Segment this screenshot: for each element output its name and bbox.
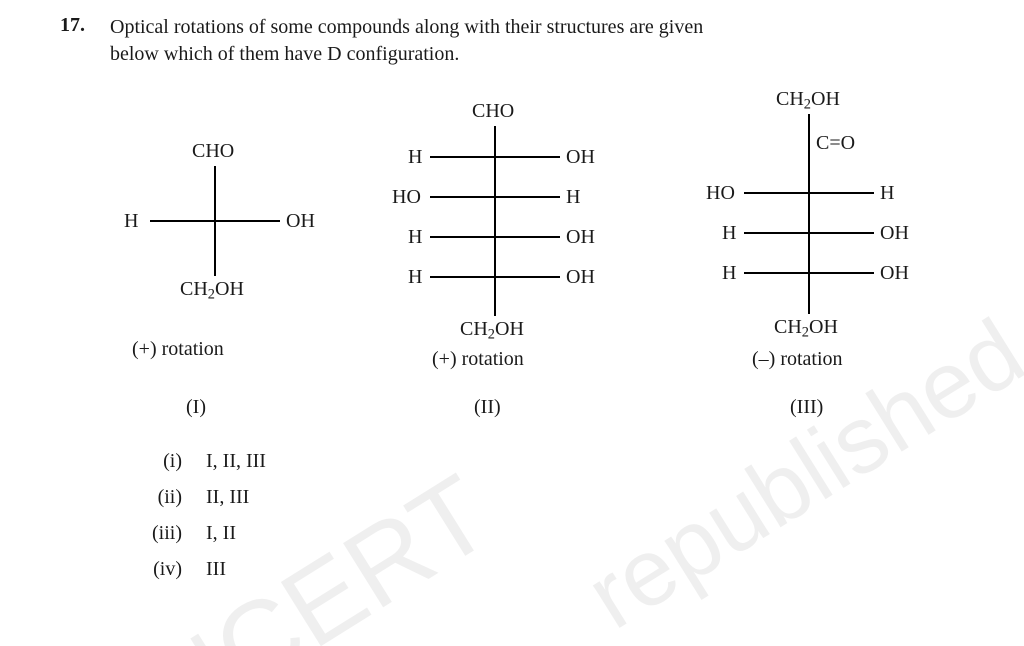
label-ho: HO xyxy=(392,186,421,209)
watermark-ncert: NCERT xyxy=(125,450,512,646)
label-ch2oh: CH2OH xyxy=(460,318,524,344)
roman-3: (III) xyxy=(790,396,823,419)
fischer-hline xyxy=(430,276,560,278)
label-h: H xyxy=(722,222,736,245)
option-num: (iii) xyxy=(126,522,182,545)
label-ch2oh: CH2OH xyxy=(180,278,244,304)
label-oh: OH xyxy=(566,226,595,249)
structure-2: CHO H OH HO H H OH H OH CH2OH xyxy=(380,100,610,360)
option-text: I, II xyxy=(206,522,236,544)
roman-1: (I) xyxy=(186,396,206,419)
fischer-hline xyxy=(150,220,280,222)
option-iv: (iv) III xyxy=(128,558,226,581)
option-iii: (iii) I, II xyxy=(126,522,236,545)
caption-2: (+) rotation xyxy=(432,348,524,371)
fischer-hline xyxy=(744,192,874,194)
fischer-hline xyxy=(430,156,560,158)
structure-1: CHO H OH CH2OH xyxy=(110,140,310,310)
option-text: I, II, III xyxy=(206,450,266,472)
label-oh-right: OH xyxy=(286,210,315,233)
fischer-hline xyxy=(744,232,874,234)
label-c-eq-o: C=O xyxy=(814,132,857,155)
label-oh: OH xyxy=(566,266,595,289)
option-num: (ii) xyxy=(132,486,182,509)
option-num: (iv) xyxy=(128,558,182,581)
fischer-hline xyxy=(430,236,560,238)
fischer-vline xyxy=(808,114,810,314)
option-text: II, III xyxy=(206,486,249,508)
caption-3: (–) rotation xyxy=(752,348,843,371)
label-cho: CHO xyxy=(192,140,234,163)
label-h-left: H xyxy=(124,210,138,233)
label-h: H xyxy=(880,182,894,205)
fischer-hline xyxy=(744,272,874,274)
label-oh: OH xyxy=(566,146,595,169)
question-line2: below which of them have D configuration… xyxy=(110,43,459,65)
label-ch2oh: CH2OH xyxy=(774,316,838,342)
roman-2: (II) xyxy=(474,396,501,419)
label-h: H xyxy=(722,262,736,285)
label-cho: CHO xyxy=(472,100,514,123)
caption-1: (+) rotation xyxy=(132,338,224,361)
question-text: Optical rotations of some compounds alon… xyxy=(110,14,990,68)
label-h: H xyxy=(408,146,422,169)
option-text: III xyxy=(206,558,226,580)
label-h: H xyxy=(408,226,422,249)
label-oh: OH xyxy=(880,262,909,285)
question-line1: Optical rotations of some compounds alon… xyxy=(110,16,703,38)
option-i: (i) I, II, III xyxy=(138,450,266,473)
option-ii: (ii) II, III xyxy=(132,486,249,509)
label-ch2oh: CH2OH xyxy=(776,88,840,114)
structure-3: CH2OH C=O HO H H OH H OH CH2OH xyxy=(690,88,930,358)
label-ho: HO xyxy=(706,182,735,205)
option-num: (i) xyxy=(138,450,182,473)
fischer-vline xyxy=(494,126,496,316)
fischer-hline xyxy=(430,196,560,198)
label-h: H xyxy=(408,266,422,289)
label-oh: OH xyxy=(880,222,909,245)
question-number: 17. xyxy=(60,14,85,37)
label-h: H xyxy=(566,186,580,209)
